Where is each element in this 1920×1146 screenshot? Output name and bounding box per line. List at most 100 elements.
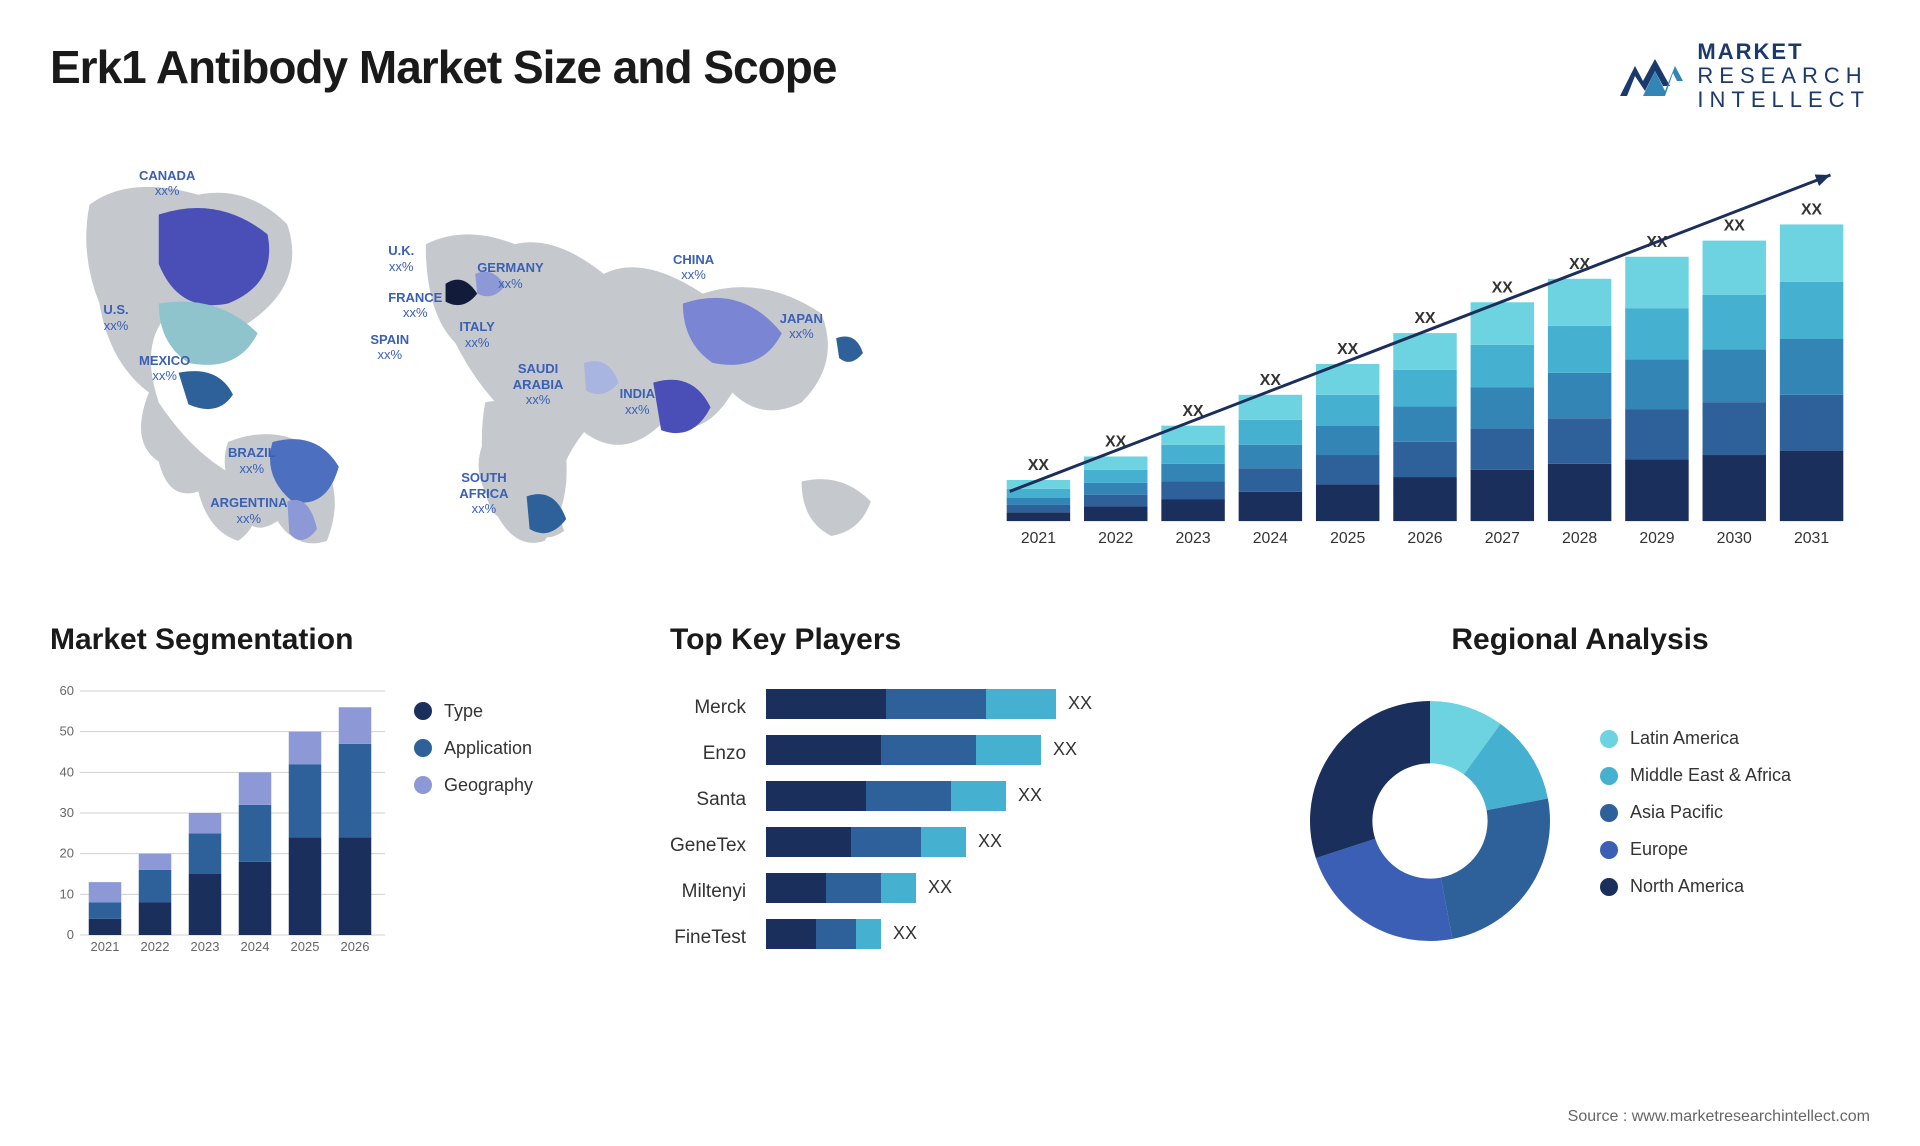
player-row: XX (766, 865, 1250, 911)
growth-bar-chart: XX2021XX2022XX2023XX2024XX2025XX2026XX20… (980, 143, 1870, 563)
svg-text:XX: XX (1337, 341, 1359, 358)
legend-item: Latin America (1600, 728, 1791, 749)
player-label: Enzo (670, 731, 746, 777)
brand-logo: MARKET RESEARCH INTELLECT (1615, 40, 1870, 113)
svg-text:2026: 2026 (1407, 529, 1442, 546)
legend-dot-icon (1600, 767, 1618, 785)
player-bar-segment (766, 873, 826, 903)
player-bar (766, 689, 1056, 719)
player-bar (766, 827, 966, 857)
map-label: U.K.xx% (388, 243, 414, 274)
svg-text:XX: XX (1801, 201, 1823, 218)
player-bar-segment (881, 735, 976, 765)
player-bar-segment (766, 735, 881, 765)
legend-dot-icon (1600, 730, 1618, 748)
player-value: XX (1053, 739, 1077, 760)
player-bar (766, 735, 1041, 765)
svg-text:2031: 2031 (1794, 529, 1829, 546)
player-bar-segment (851, 827, 921, 857)
map-label: MEXICOxx% (139, 353, 190, 384)
map-label: INDIAxx% (620, 386, 655, 417)
player-value: XX (1018, 785, 1042, 806)
legend-dot-icon (1600, 878, 1618, 896)
player-row: XX (766, 681, 1250, 727)
legend-label: Europe (1630, 839, 1688, 860)
svg-text:XX: XX (1724, 217, 1746, 234)
svg-text:40: 40 (60, 764, 74, 779)
legend-dot-icon (414, 776, 432, 794)
player-value: XX (893, 923, 917, 944)
logo-line1: MARKET (1697, 40, 1870, 64)
player-label: Merck (670, 685, 746, 731)
legend-dot-icon (414, 739, 432, 757)
svg-text:2022: 2022 (141, 939, 170, 954)
growth-chart-panel: XX2021XX2022XX2023XX2024XX2025XX2026XX20… (980, 143, 1870, 563)
map-label: BRAZILxx% (228, 445, 276, 476)
segmentation-section: Market Segmentation 01020304050602021202… (50, 623, 630, 961)
player-bar-segment (766, 781, 866, 811)
map-label: CANADAxx% (139, 168, 195, 199)
player-labels: MerckEnzoSantaGeneTexMiltenyiFineTest (670, 681, 746, 961)
player-label: FineTest (670, 915, 746, 961)
regional-donut-chart (1290, 681, 1570, 961)
legend-dot-icon (414, 702, 432, 720)
player-value: XX (978, 831, 1002, 852)
world-map-panel: CANADAxx%U.S.xx%MEXICOxx%BRAZILxx%ARGENT… (50, 143, 940, 563)
svg-text:XX: XX (1492, 279, 1514, 296)
key-players-section: Top Key Players MerckEnzoSantaGeneTexMil… (670, 623, 1250, 961)
player-bar (766, 781, 1006, 811)
svg-text:XX: XX (1414, 310, 1436, 327)
svg-text:2021: 2021 (1021, 529, 1056, 546)
player-bar-segment (921, 827, 966, 857)
player-bar-segment (826, 873, 881, 903)
legend-label: North America (1630, 876, 1744, 897)
player-bars: XX XX XX XX XX XX (766, 681, 1250, 957)
source-citation: Source : www.marketresearchintellect.com (1568, 1108, 1870, 1126)
player-value: XX (928, 877, 952, 898)
logo-mark-icon (1615, 51, 1685, 101)
player-bar-segment (856, 919, 881, 949)
player-label: Santa (670, 777, 746, 823)
player-label: Miltenyi (670, 869, 746, 915)
player-row: XX (766, 773, 1250, 819)
player-row: XX (766, 911, 1250, 957)
regional-legend: Latin America Middle East & Africa Asia Pa… (1600, 728, 1791, 913)
legend-item: Application (414, 738, 533, 759)
svg-text:2028: 2028 (1562, 529, 1597, 546)
svg-text:2024: 2024 (1253, 529, 1288, 546)
legend-item: Type (414, 701, 533, 722)
player-bar-segment (951, 781, 1006, 811)
svg-text:XX: XX (1028, 457, 1050, 474)
regional-section: Regional Analysis Latin America Middle Ea… (1290, 623, 1870, 961)
svg-text:2023: 2023 (191, 939, 220, 954)
svg-text:0: 0 (67, 927, 74, 942)
legend-label: Asia Pacific (1630, 802, 1723, 823)
legend-item: North America (1600, 876, 1791, 897)
segmentation-bar-chart: 0102030405060202120222023202420252026 (50, 681, 390, 961)
svg-text:50: 50 (60, 723, 74, 738)
svg-text:2023: 2023 (1175, 529, 1210, 546)
legend-label: Application (444, 738, 532, 759)
player-row: XX (766, 819, 1250, 865)
player-bar (766, 919, 881, 949)
map-label: ARGENTINAxx% (210, 495, 287, 526)
player-label: GeneTex (670, 823, 746, 869)
svg-text:2026: 2026 (341, 939, 370, 954)
player-bar (766, 873, 916, 903)
map-label: GERMANYxx% (477, 260, 543, 291)
map-label: FRANCExx% (388, 290, 442, 321)
map-label: ITALYxx% (459, 319, 494, 350)
player-value: XX (1068, 693, 1092, 714)
player-row: XX (766, 727, 1250, 773)
player-bar-segment (886, 689, 986, 719)
segmentation-title: Market Segmentation (50, 623, 630, 657)
svg-text:2022: 2022 (1098, 529, 1133, 546)
player-bar-segment (766, 827, 851, 857)
key-players-title: Top Key Players (670, 623, 1250, 657)
legend-item: Middle East & Africa (1600, 765, 1791, 786)
map-label: SAUDIARABIAxx% (513, 361, 564, 408)
legend-label: Middle East & Africa (1630, 765, 1791, 786)
player-bar-segment (766, 689, 886, 719)
player-bar-segment (881, 873, 916, 903)
regional-title: Regional Analysis (1290, 623, 1870, 657)
